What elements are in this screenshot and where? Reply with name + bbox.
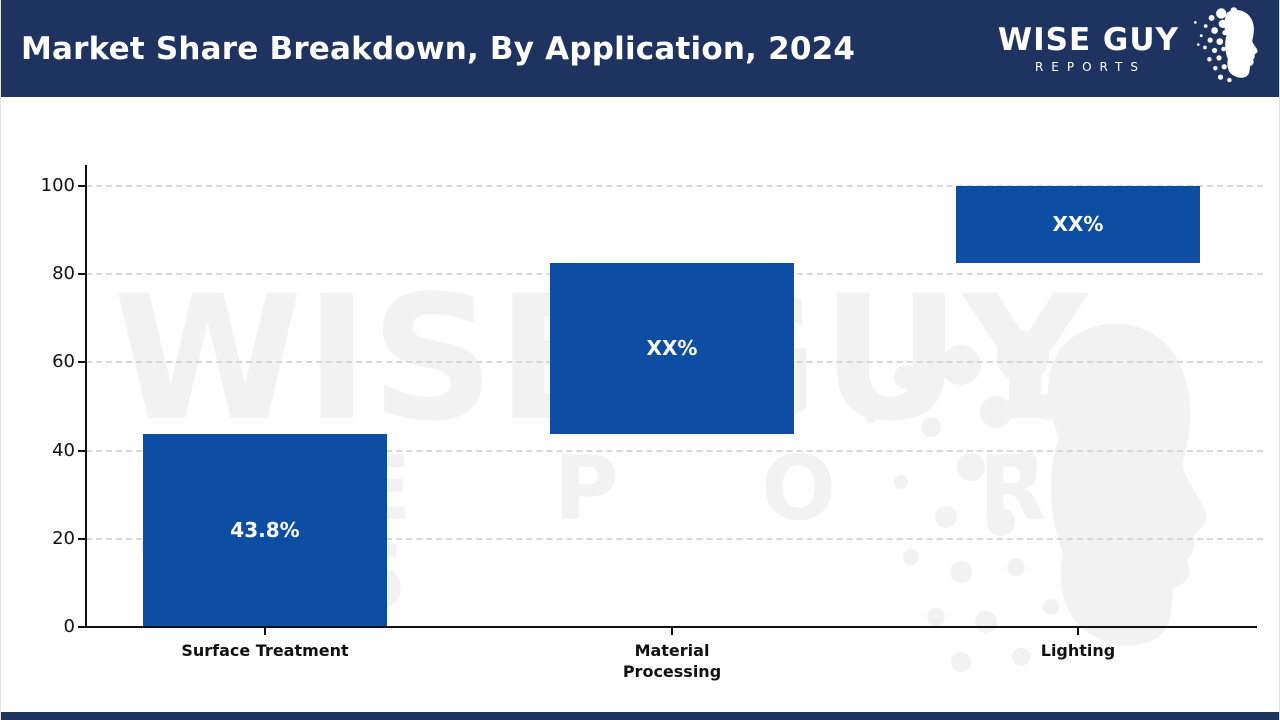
plot-area: WISE GUY R E P O R T S 02040608010043.8%…: [1, 97, 1280, 712]
y-tick-label-0: 0: [63, 616, 75, 637]
gridline-40: [86, 449, 1263, 452]
chart-title: Market Share Breakdown, By Application, …: [21, 30, 856, 67]
y-tick-mark-0: [78, 626, 85, 628]
x-tick-mark-0: [264, 628, 266, 635]
y-tick-mark-40: [78, 449, 85, 452]
y-tick-label-100: 100: [40, 175, 75, 196]
x-tick-mark-2: [1077, 628, 1079, 635]
header-band: Market Share Breakdown, By Application, …: [1, 0, 1279, 97]
watermark-face-icon: [865, 323, 1207, 672]
y-tick-mark-20: [78, 537, 85, 540]
x-axis-line: [85, 626, 1257, 628]
gridline-20: [86, 537, 1263, 540]
footer-band: [1, 712, 1279, 720]
y-tick-label-80: 80: [52, 263, 75, 285]
brand-face-icon: [1194, 6, 1258, 82]
y-tick-mark-80: [78, 273, 85, 276]
x-category-label-2: Lighting: [1040, 641, 1116, 660]
x-category-label-0: Surface Treatment: [181, 641, 349, 660]
bar-value-label-0: 43.8%: [230, 518, 300, 543]
bar-segment-2: XX%: [956, 186, 1200, 263]
y-tick-mark-60: [78, 361, 85, 364]
brand-name: WISE GUY: [997, 21, 1179, 58]
y-tick-label-20: 20: [52, 527, 75, 549]
bar-value-label-2: XX%: [1052, 212, 1104, 237]
bar-segment-0: 43.8%: [143, 433, 387, 627]
y-tick-label-60: 60: [52, 351, 75, 373]
y-axis-line: [85, 165, 87, 627]
brand-subtitle: REPORTS: [1034, 59, 1146, 74]
x-tick-mark-1: [671, 628, 673, 635]
y-tick-mark-100: [78, 185, 85, 187]
x-category-label-1: Material Processing: [622, 641, 722, 681]
y-tick-label-40: 40: [52, 439, 75, 461]
gridline-100: [86, 185, 1263, 187]
bar-value-label-1: XX%: [646, 336, 698, 361]
brand-logo: WISE GUY REPORTS: [998, 6, 1259, 92]
brand-logo-text: WISE GUY REPORTS: [997, 21, 1179, 74]
bar-segment-1: XX%: [550, 262, 794, 434]
